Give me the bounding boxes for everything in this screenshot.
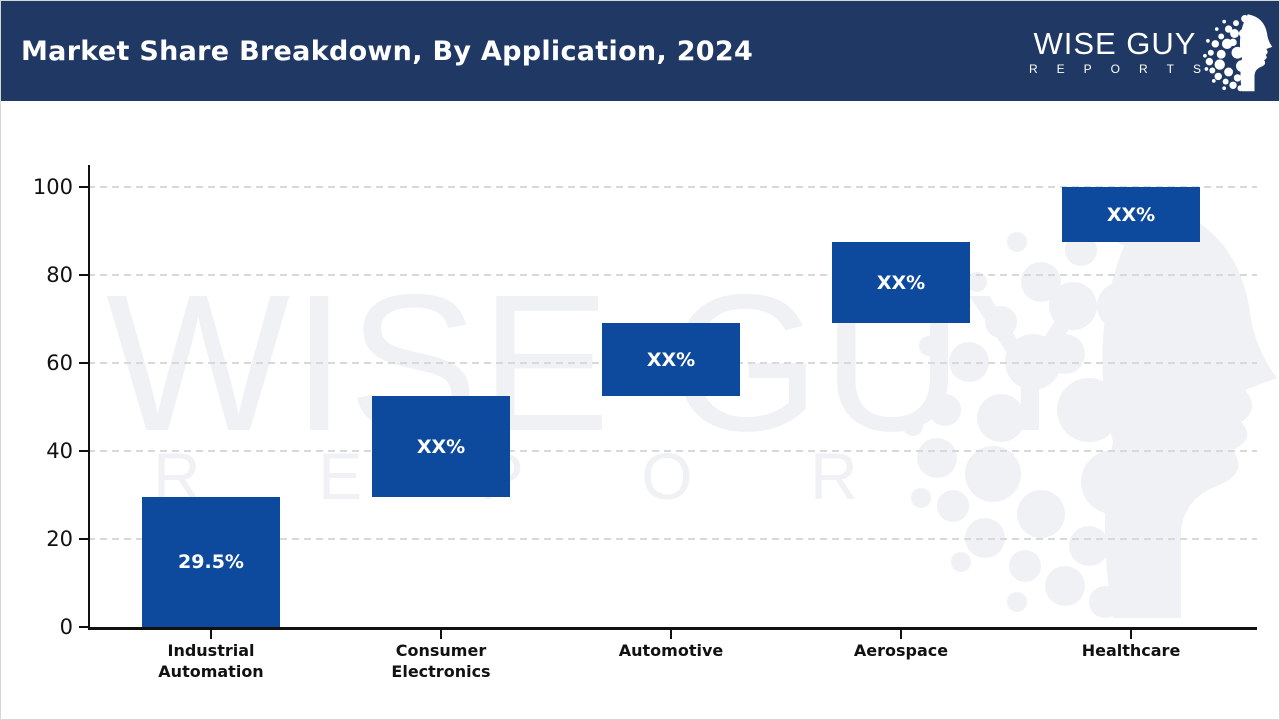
x-tick-mark-industrial-automation <box>210 630 212 639</box>
brand-logo-text: WISE GUY R E P O R T S <box>1029 25 1201 76</box>
x-category-label-industrial-automation: Industrial Automation <box>158 641 264 681</box>
x-axis-spine <box>88 627 1257 630</box>
watermark-head-icon <box>903 202 1277 618</box>
y-tick-label-20: 20 <box>46 527 73 551</box>
y-tick-mark-20 <box>79 538 88 540</box>
brand-logo: WISE GUY R E P O R T S <box>1029 7 1273 97</box>
y-tick-label-100: 100 <box>32 175 73 199</box>
bar-healthcare: XX% <box>1062 187 1200 242</box>
bar-value-label-consumer-electronics: XX% <box>416 435 466 458</box>
gridline-40 <box>88 450 1257 452</box>
wiseguy-head-icon <box>1203 14 1273 92</box>
bar-value-label-aerospace: XX% <box>876 271 926 294</box>
gridline-80 <box>88 274 1257 276</box>
brand-name: WISE GUY <box>1033 25 1197 61</box>
bar-aerospace: XX% <box>832 242 970 324</box>
gridline-100 <box>88 186 1257 188</box>
y-tick-label-40: 40 <box>46 439 73 463</box>
gridline-20 <box>88 538 1257 540</box>
x-category-label-aerospace: Aerospace <box>853 641 949 660</box>
chart-title: Market Share Breakdown, By Application, … <box>21 35 754 67</box>
y-tick-mark-40 <box>79 450 88 452</box>
y-tick-label-60: 60 <box>46 351 73 375</box>
x-category-label-consumer-electronics: Consumer Electronics <box>391 641 491 681</box>
x-category-label-automotive: Automotive <box>618 641 724 660</box>
header-bar: Market Share Breakdown, By Application, … <box>1 1 1279 101</box>
y-tick-mark-80 <box>79 274 88 276</box>
bar-automotive: XX% <box>602 323 740 396</box>
x-tick-mark-consumer-electronics <box>440 630 442 639</box>
brand-subtitle: R E P O R T S <box>1028 62 1210 77</box>
y-tick-mark-100 <box>79 186 88 188</box>
bar-value-label-healthcare: XX% <box>1106 203 1156 226</box>
bar-value-label-automotive: XX% <box>646 348 696 371</box>
bar-industrial-automation: 29.5% <box>142 497 280 627</box>
x-tick-mark-aerospace <box>900 630 902 639</box>
y-tick-mark-0 <box>79 626 88 628</box>
bar-consumer-electronics: XX% <box>372 396 510 498</box>
y-tick-label-80: 80 <box>46 263 73 287</box>
x-tick-mark-healthcare <box>1130 630 1132 639</box>
y-tick-label-0: 0 <box>59 615 73 639</box>
x-category-label-healthcare: Healthcare <box>1081 641 1181 660</box>
bar-value-label-industrial-automation: 29.5% <box>178 551 244 574</box>
y-tick-mark-60 <box>79 362 88 364</box>
x-tick-mark-automotive <box>670 630 672 639</box>
y-axis-spine <box>88 165 90 630</box>
